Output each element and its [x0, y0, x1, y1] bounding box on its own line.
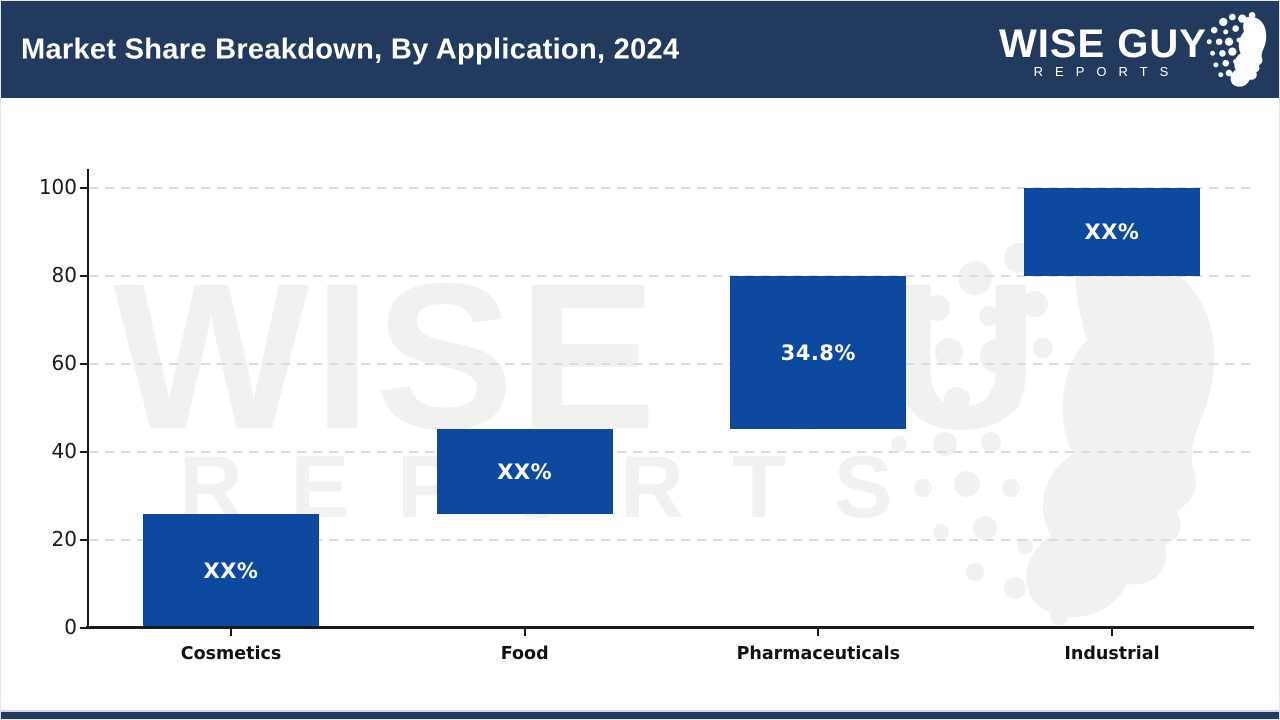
y-axis-line	[87, 169, 89, 628]
y-tick-mark	[80, 539, 89, 541]
watermark-face-icon	[891, 220, 1215, 625]
logo-face-icon	[1206, 12, 1267, 87]
chart-plot-area: XX% XX% 34.8% XX% Cosmetics Food Pharmaceutica…	[80, 187, 1254, 664]
y-tick-label: 20	[51, 527, 77, 551]
gridline	[89, 187, 1254, 189]
x-tick-mark	[523, 628, 526, 636]
logo-text: WISE GUY REPORTS	[999, 21, 1207, 79]
bar-cosmetics: XX%	[143, 514, 319, 628]
bar-industrial: XX%	[1024, 188, 1200, 276]
logo-reports-text: REPORTS	[1033, 64, 1181, 79]
x-category-label: Pharmaceuticals	[736, 644, 901, 664]
x-tick-mark	[817, 628, 820, 636]
y-tick-label: 80	[51, 263, 77, 287]
bar-value-label: XX%	[203, 559, 259, 583]
x-category-label: Cosmetics	[180, 644, 282, 664]
y-tick-label: 60	[51, 351, 77, 375]
bar-food: XX%	[436, 429, 613, 515]
y-tick-label: 100	[38, 175, 77, 199]
bar-value-label: 34.8%	[780, 340, 856, 365]
logo-wiseguy-text: WISE GUY	[998, 22, 1207, 66]
y-tick-mark	[80, 451, 89, 453]
x-category-label: Industrial	[1064, 644, 1160, 664]
bar-value-label: XX%	[1084, 220, 1140, 244]
gridline	[89, 363, 1254, 365]
gridline	[89, 451, 1254, 453]
y-tick-mark	[80, 187, 89, 189]
x-tick-mark	[230, 628, 232, 636]
header-bar: Market Share Breakdown, By Application, …	[1, 1, 1279, 98]
page-title: Market Share Breakdown, By Application, …	[21, 33, 680, 65]
y-tick-mark	[80, 627, 89, 629]
logo: WISE GUY REPORTS	[999, 7, 1267, 93]
x-category-label: Food	[500, 644, 549, 664]
x-axis-line	[86, 626, 1254, 629]
y-tick-mark	[80, 363, 89, 365]
footer-bar	[1, 710, 1279, 719]
bar-pharmaceuticals: 34.8%	[730, 276, 907, 430]
gridline	[89, 539, 1254, 541]
y-tick-label: 0	[64, 615, 77, 639]
gridline	[89, 275, 1254, 277]
y-tick-label: 40	[51, 439, 77, 463]
x-tick-mark	[1111, 628, 1113, 636]
bar-value-label: XX%	[497, 459, 553, 484]
y-tick-mark	[80, 275, 89, 277]
